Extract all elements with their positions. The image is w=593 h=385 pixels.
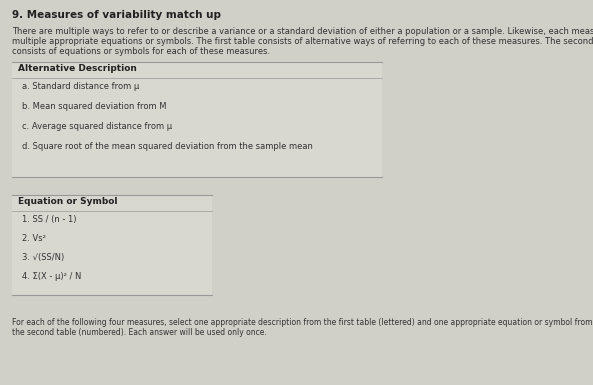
Text: For each of the following four measures, select one appropriate description from: For each of the following four measures,… [12, 318, 592, 327]
Text: c. Average squared distance from μ: c. Average squared distance from μ [22, 122, 172, 131]
Text: 9. Measures of variability match up: 9. Measures of variability match up [12, 10, 221, 20]
Text: multiple appropriate equations or symbols. The first table consists of alternati: multiple appropriate equations or symbol… [12, 37, 593, 46]
Bar [12, 195, 212, 295]
Text: 3. √(SS/N): 3. √(SS/N) [22, 253, 64, 262]
Text: Alternative Description: Alternative Description [18, 64, 137, 73]
Text: the second table (numbered). Each answer will be used only once.: the second table (numbered). Each answer… [12, 328, 267, 337]
Text: 2. Vs²: 2. Vs² [22, 234, 46, 243]
Bar [12, 62, 382, 177]
Text: consists of equations or symbols for each of these measures.: consists of equations or symbols for eac… [12, 47, 270, 56]
Text: There are multiple ways to refer to or describe a variance or a standard deviati: There are multiple ways to refer to or d… [12, 27, 593, 36]
Text: Equation or Symbol: Equation or Symbol [18, 197, 117, 206]
Text: 1. SS / (n - 1): 1. SS / (n - 1) [22, 215, 76, 224]
Text: d. Square root of the mean squared deviation from the sample mean: d. Square root of the mean squared devia… [22, 142, 313, 151]
Text: 4. Σ(X - μ)² / N: 4. Σ(X - μ)² / N [22, 272, 81, 281]
Text: a. Standard distance from μ: a. Standard distance from μ [22, 82, 139, 91]
Text: b. Mean squared deviation from M: b. Mean squared deviation from M [22, 102, 167, 111]
